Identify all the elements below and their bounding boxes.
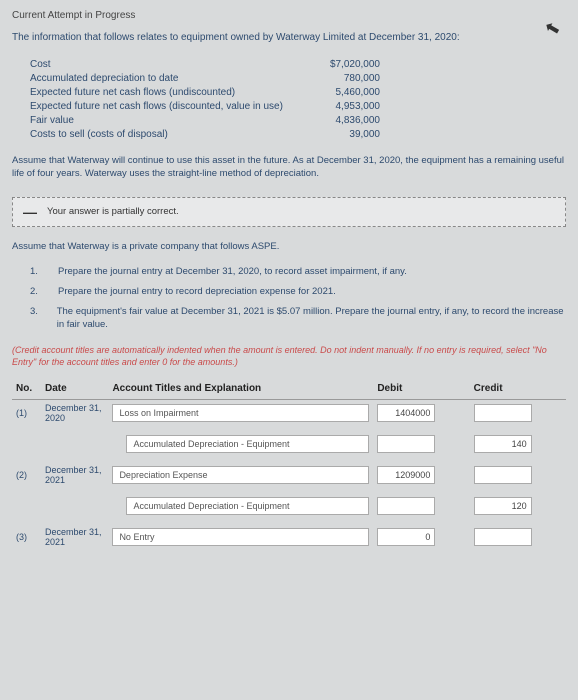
question-list: 1. Prepare the journal entry at December … [30, 266, 566, 331]
cell-no [12, 432, 41, 456]
cell-debit: 1209000 [373, 462, 469, 488]
cell-acct: No Entry [108, 524, 373, 550]
journal-entry-table: No. Date Account Titles and Explanation … [12, 378, 566, 556]
account-input[interactable]: Accumulated Depreciation - Equipment [126, 497, 369, 515]
question-number: 2. [30, 286, 44, 298]
info-label: Expected future net cash flows (discount… [30, 101, 300, 112]
info-value: 4,836,000 [300, 115, 380, 126]
debit-input[interactable] [377, 435, 435, 453]
table-row: Accumulated Depreciation - Equipment 120 [12, 494, 566, 518]
assume-text-1: Assume that Waterway will continue to us… [12, 154, 566, 181]
cell-no [12, 494, 41, 518]
cell-debit: 0 [373, 524, 469, 550]
credit-input[interactable]: 140 [474, 435, 532, 453]
info-value: 5,460,000 [300, 87, 380, 98]
partial-text: Your answer is partially correct. [47, 206, 179, 217]
credit-input[interactable] [474, 404, 532, 422]
cell-credit: 140 [470, 432, 566, 456]
cell-debit: 1404000 [373, 400, 469, 427]
minus-icon: — [23, 204, 37, 220]
cell-no: (1) [12, 400, 41, 427]
account-input[interactable]: Loss on Impairment [112, 404, 369, 422]
account-input[interactable]: Accumulated Depreciation - Equipment [126, 435, 369, 453]
cell-date [41, 432, 108, 456]
partial-correct-box: — Your answer is partially correct. [12, 197, 566, 227]
info-value: 780,000 [300, 73, 380, 84]
cell-credit [470, 524, 566, 550]
debit-input[interactable]: 1209000 [377, 466, 435, 484]
cell-acct: Loss on Impairment [108, 400, 373, 427]
credit-input[interactable] [474, 466, 532, 484]
info-value: 39,000 [300, 129, 380, 140]
info-value: 4,953,000 [300, 101, 380, 112]
info-label: Cost [30, 59, 300, 70]
assume-text-2: Assume that Waterway is a private compan… [12, 241, 566, 252]
cell-date: December 31, 2021 [41, 524, 108, 550]
cell-acct: Depreciation Expense [108, 462, 373, 488]
question-text: The equipment's fair value at December 3… [57, 306, 566, 331]
cell-debit [373, 494, 469, 518]
cell-acct: Accumulated Depreciation - Equipment [108, 494, 373, 518]
debit-input[interactable]: 0 [377, 528, 435, 546]
cell-date [41, 494, 108, 518]
question-text: Prepare the journal entry at December 31… [58, 266, 407, 278]
attempt-header: Current Attempt in Progress [12, 10, 566, 21]
table-row: (2)December 31, 2021Depreciation Expense… [12, 462, 566, 488]
cell-credit: 120 [470, 494, 566, 518]
table-row: Accumulated Depreciation - Equipment 140 [12, 432, 566, 456]
col-header-acct: Account Titles and Explanation [108, 378, 373, 400]
account-input[interactable]: Depreciation Expense [112, 466, 369, 484]
cell-acct: Accumulated Depreciation - Equipment [108, 432, 373, 456]
col-header-no: No. [12, 378, 41, 400]
question-text: Prepare the journal entry to record depr… [58, 286, 336, 298]
cell-credit [470, 462, 566, 488]
col-header-debit: Debit [373, 378, 469, 400]
question-number: 1. [30, 266, 44, 278]
question-number: 3. [30, 306, 43, 331]
cell-debit [373, 432, 469, 456]
info-label: Expected future net cash flows (undiscou… [30, 87, 300, 98]
credit-note: (Credit account titles are automatically… [12, 345, 566, 368]
debit-input[interactable]: 1404000 [377, 404, 435, 422]
info-value: $7,020,000 [300, 59, 380, 70]
info-label: Fair value [30, 115, 300, 126]
main-container: Current Attempt in Progress The informat… [0, 0, 578, 566]
col-header-date: Date [41, 378, 108, 400]
debit-input[interactable] [377, 497, 435, 515]
info-table: Cost$7,020,000 Accumulated depreciation … [30, 59, 566, 140]
cell-no: (2) [12, 462, 41, 488]
cell-date: December 31, 2020 [41, 400, 108, 427]
col-header-credit: Credit [470, 378, 566, 400]
info-label: Accumulated depreciation to date [30, 73, 300, 84]
credit-input[interactable] [474, 528, 532, 546]
account-input[interactable]: No Entry [112, 528, 369, 546]
cell-no: (3) [12, 524, 41, 550]
cell-credit [470, 400, 566, 427]
credit-input[interactable]: 120 [474, 497, 532, 515]
cell-date: December 31, 2021 [41, 462, 108, 488]
info-label: Costs to sell (costs of disposal) [30, 129, 300, 140]
table-row: (1)December 31, 2020Loss on Impairment 14… [12, 400, 566, 427]
intro-text: The information that follows relates to … [12, 31, 566, 45]
table-row: (3)December 31, 2021No Entry 0 [12, 524, 566, 550]
